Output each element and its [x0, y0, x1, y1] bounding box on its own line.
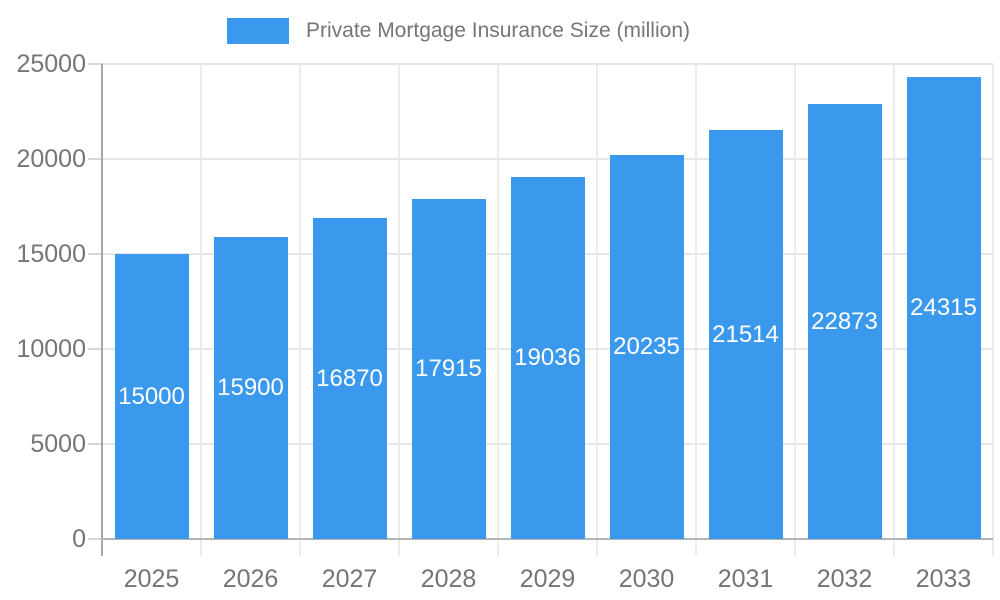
bar-value-label: 24315: [910, 294, 977, 321]
bar-value-label: 22873: [811, 307, 878, 335]
bar-value-label: 15900: [217, 373, 284, 401]
bar-value-label: 20235: [613, 332, 680, 360]
y-axis-tick: [88, 348, 102, 350]
y-axis-label: 15000: [16, 240, 86, 268]
x-gridline: [992, 64, 994, 556]
y-axis-label: 20000: [16, 145, 86, 173]
y-axis-tick: [88, 538, 102, 540]
bar-2026[interactable]: [213, 236, 288, 539]
x-axis-label: 2029: [519, 565, 576, 593]
x-axis-label: 2033: [915, 565, 972, 593]
x-axis-label: 2030: [618, 565, 675, 593]
bar-2032[interactable]: [807, 104, 882, 539]
x-axis-label: 2032: [816, 565, 873, 593]
x-gridline: [497, 64, 499, 556]
legend-swatch: [227, 18, 289, 44]
legend-item[interactable]: Private Mortgage Insurance Size (million…: [227, 18, 690, 44]
bar-2033[interactable]: [906, 77, 981, 539]
y-gridline: [102, 63, 993, 65]
x-gridline: [794, 64, 796, 556]
x-gridline: [596, 64, 598, 556]
x-axis-label: 2025: [123, 565, 180, 593]
bar-value-label: 21514: [712, 320, 779, 348]
y-axis-tick: [88, 443, 102, 445]
x-gridline: [200, 64, 202, 556]
x-axis-label: 2026: [222, 565, 279, 593]
bar-2028[interactable]: [411, 198, 486, 539]
x-gridline: [299, 64, 301, 556]
bar-2029[interactable]: [510, 177, 585, 539]
y-axis-label: 10000: [16, 335, 86, 363]
x-axis-label: 2028: [420, 565, 477, 593]
x-gridline: [893, 64, 895, 556]
bar-2030[interactable]: [609, 154, 684, 539]
bar-value-label: 19036: [514, 344, 581, 372]
x-axis-label: 2027: [321, 565, 378, 593]
bar-2031[interactable]: [708, 130, 783, 539]
legend-label: Private Mortgage Insurance Size (million…: [306, 19, 690, 42]
y-axis-label: 0: [72, 525, 86, 553]
y-axis-tick: [88, 158, 102, 160]
bar-value-label: 15000: [118, 382, 185, 410]
y-axis-tick: [88, 63, 102, 65]
x-axis-line: [102, 538, 993, 540]
y-axis-label: 25000: [16, 50, 86, 78]
y-axis-line: [101, 64, 103, 556]
x-gridline: [398, 64, 400, 556]
y-axis-label: 5000: [30, 430, 86, 458]
x-axis-label: 2031: [717, 565, 774, 593]
x-gridline: [695, 64, 697, 556]
bar-2025[interactable]: [114, 254, 189, 539]
bar-2027[interactable]: [312, 218, 387, 539]
bar-value-label: 16870: [316, 364, 383, 392]
y-gridline: [102, 158, 993, 160]
bar-value-label: 17915: [415, 354, 482, 382]
y-axis-tick: [88, 253, 102, 255]
